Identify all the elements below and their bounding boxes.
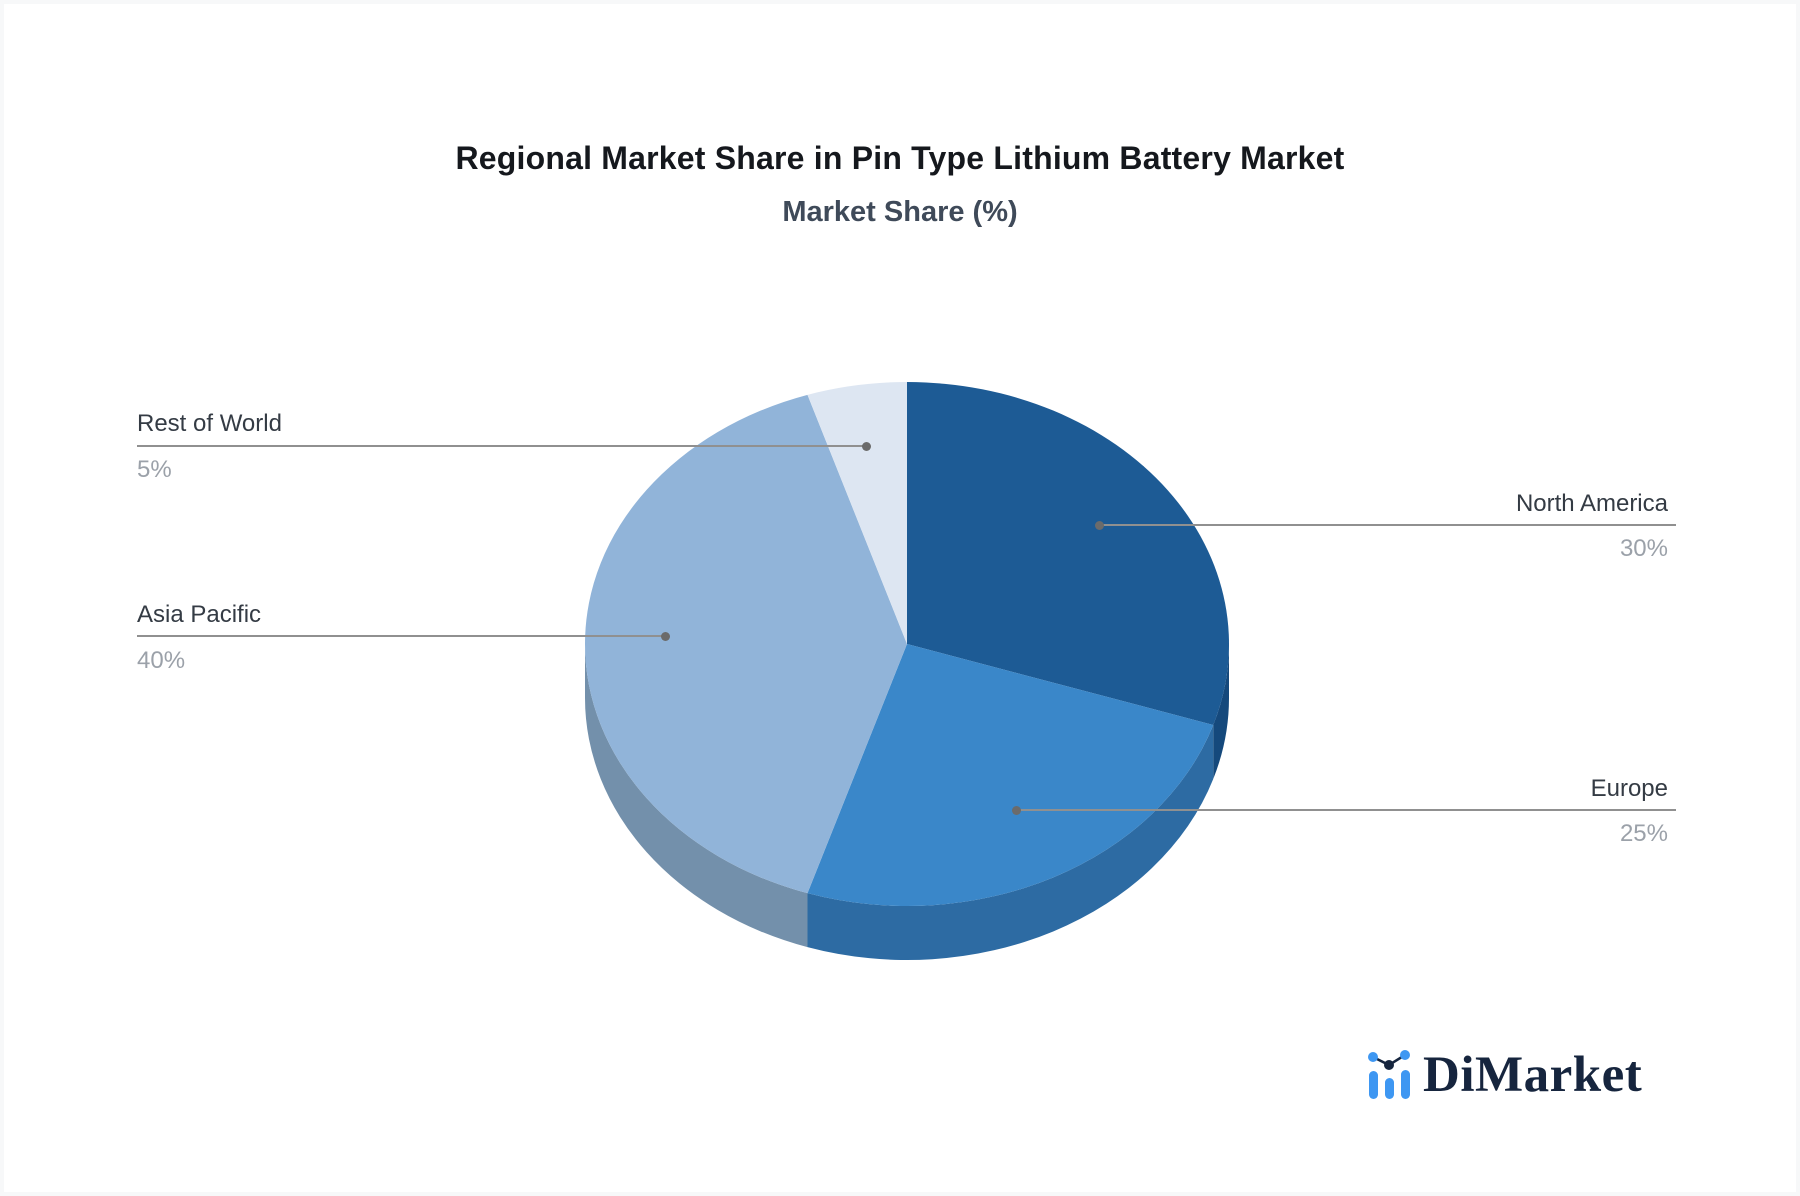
pie-slice-asia-pacific[interactable] [585,394,907,894]
dimarket-logo-text: DiMarket [1423,1047,1643,1103]
dimarket-logo[interactable]: DiMarket [1366,1049,1642,1101]
pie-slice-europe[interactable] [807,644,1214,906]
leader-dot-north-america [1095,521,1104,530]
leader-dot-rest-of-world [862,442,871,451]
pie-slice-rim-europe [807,724,1214,960]
slice-label-europe: Europe [1590,775,1668,802]
pie-slice-rest-of-world[interactable] [807,382,907,644]
slice-value-north-america: 30% [1619,535,1668,562]
slice-label-north-america: North America [1515,490,1668,517]
slice-value-asia-pacific: 40% [137,647,186,674]
leader-line-asia-pacific [137,635,666,637]
slice-value-rest-of-world: 5% [137,456,172,483]
leader-line-north-america [1099,524,1676,526]
leader-dot-europe [1012,806,1021,815]
pie-slice-rim-north-america [1213,644,1229,779]
leader-line-europe [1016,809,1676,811]
slice-label-asia-pacific: Asia Pacific [137,601,262,628]
slice-label-rest-of-world: Rest of World [137,410,282,437]
chart-subtitle: Market Share (%) [782,196,1018,228]
pie-slice-rim-asia-pacific [585,644,808,948]
bar-chart-logo-icon [1368,1050,1410,1099]
leader-dot-asia-pacific [661,632,670,641]
pie-slice-north-america[interactable] [907,382,1230,725]
leader-line-rest-of-world [137,445,867,447]
pie-chart [585,382,1230,960]
chart-title: Regional Market Share in Pin Type Lithiu… [455,140,1345,176]
slice-value-europe: 25% [1619,820,1668,847]
